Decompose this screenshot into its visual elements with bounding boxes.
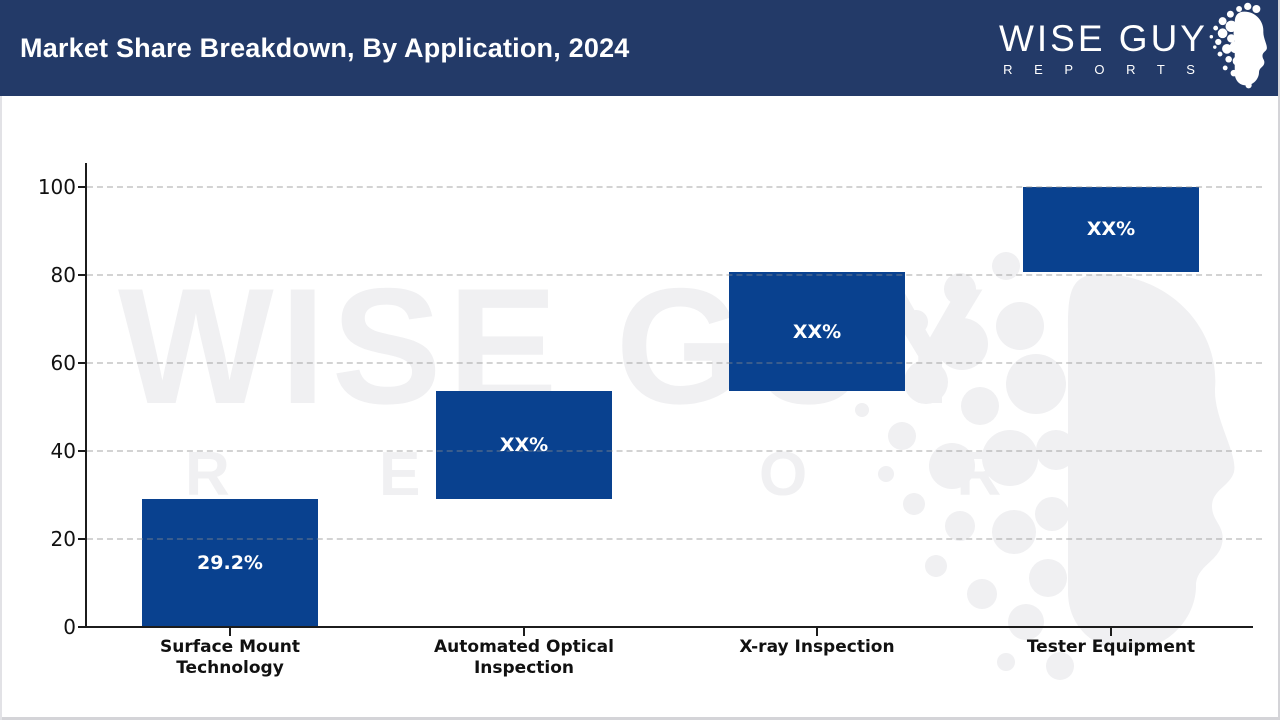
x-tick-mark — [229, 628, 231, 636]
bar-segment — [436, 391, 612, 499]
logo-text: WISE GUY R E P O R T S — [999, 20, 1208, 77]
y-tick-mark — [78, 362, 85, 364]
logo-name: WISE GUY — [998, 17, 1208, 59]
y-tick-label: 80 — [50, 263, 76, 287]
bar-segment — [142, 498, 318, 627]
window-edge-bottom — [0, 717, 1280, 720]
category-label: Automated Optical Inspection — [434, 637, 614, 678]
wise-guy-logo: WISE GUY R E P O R T S — [999, 0, 1272, 96]
x-tick-mark — [816, 628, 818, 636]
wise-guy-head-icon — [1209, 2, 1267, 89]
logo-sub: R E P O R T S — [1003, 61, 1204, 77]
bar-value-label: XX% — [792, 320, 842, 343]
y-tick-label: 60 — [50, 351, 76, 375]
watermark-head-icon — [855, 234, 1235, 680]
category-label: Tester Equipment — [1026, 637, 1196, 657]
y-axis-spine — [85, 163, 87, 628]
y-tick-label: 100 — [37, 175, 76, 199]
y-tick-label: 40 — [50, 439, 76, 463]
y-tick-mark — [78, 538, 85, 540]
bar-segment — [1023, 187, 1199, 272]
y-tick-mark — [78, 186, 85, 188]
gridline — [87, 274, 1262, 276]
gridline — [87, 186, 1262, 188]
y-tick-mark — [78, 626, 85, 628]
gridline — [87, 538, 1262, 540]
window-edge-left — [0, 96, 2, 720]
y-tick-label: 20 — [50, 527, 76, 551]
bar-value-label: XX% — [499, 433, 549, 456]
x-tick-mark — [1110, 628, 1112, 636]
category-label: Surface Mount Technology — [159, 637, 301, 678]
x-axis-spine — [85, 626, 1253, 628]
y-tick-label: 0 — [63, 615, 76, 639]
bar-value-label: 29.2% — [197, 551, 263, 574]
category-label: X-ray Inspection — [739, 637, 895, 657]
y-tick-mark — [78, 450, 85, 452]
gridline — [87, 450, 1262, 452]
bar-value-label: XX% — [1086, 218, 1136, 241]
window-edge-right — [1278, 0, 1280, 720]
x-tick-mark — [523, 628, 525, 636]
y-tick-mark — [78, 274, 85, 276]
gridline — [87, 362, 1262, 364]
header-bar: Market Share Breakdown, By Application, … — [0, 0, 1280, 96]
chart-title: Market Share Breakdown, By Application, … — [20, 32, 630, 63]
bar-segment — [729, 271, 905, 392]
